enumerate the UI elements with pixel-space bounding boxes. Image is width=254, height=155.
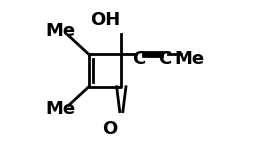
Text: O: O	[102, 120, 117, 138]
Text: Me: Me	[46, 100, 76, 117]
Text: C: C	[157, 50, 171, 68]
Text: OH: OH	[90, 11, 120, 29]
Text: Me: Me	[174, 50, 204, 68]
Text: Me: Me	[46, 22, 76, 40]
Text: C: C	[132, 50, 145, 68]
